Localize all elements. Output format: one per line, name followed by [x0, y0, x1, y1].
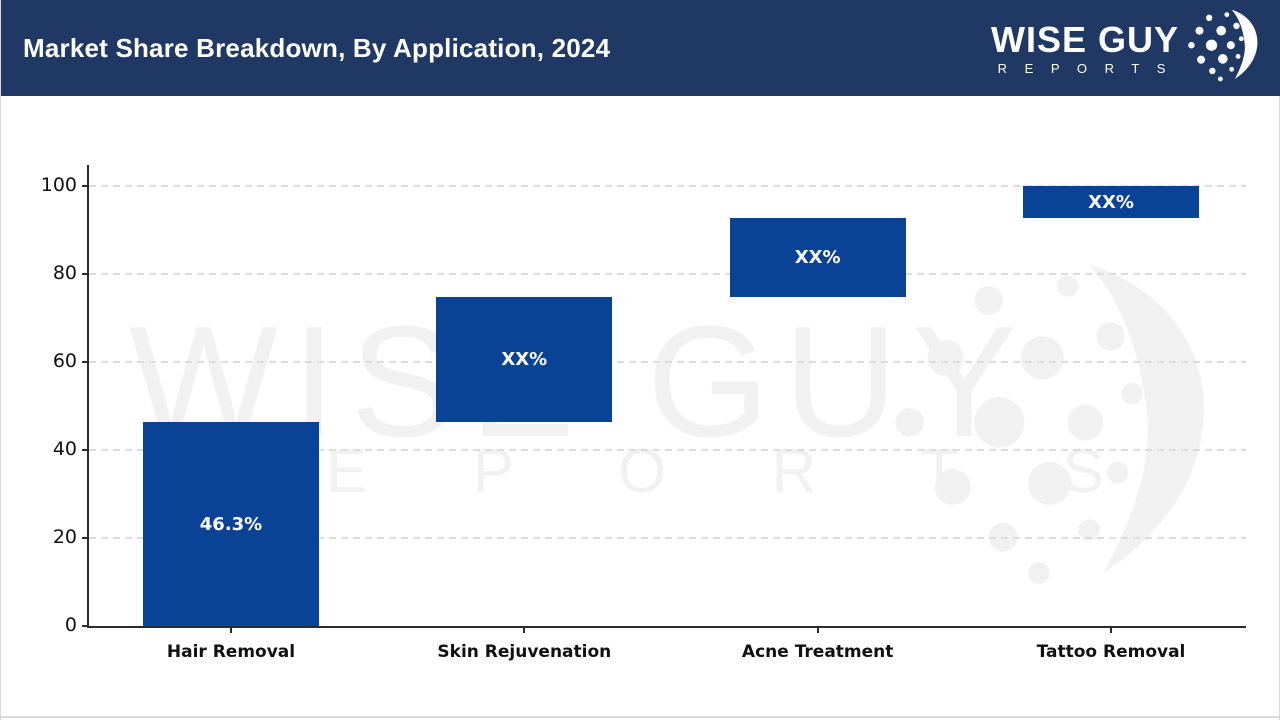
footer-divider — [1, 716, 1280, 718]
y-tick-label-60: 60 — [52, 350, 77, 372]
y-tick-label-20: 20 — [52, 526, 77, 548]
dotted-head-profile-icon — [1185, 8, 1259, 88]
bar-value-label: XX% — [501, 349, 548, 371]
y-tick-label-100: 100 — [40, 174, 77, 196]
x-axis-line — [89, 626, 1246, 628]
x-category-label-skin-rejuvenation: Skin Rejuvenation — [437, 642, 612, 662]
gridline-y-40 — [89, 449, 1246, 451]
bar-value-label: 46.3% — [199, 513, 263, 535]
y-tick-mark — [82, 449, 89, 451]
bar-hair-removal: 46.3% — [143, 422, 319, 626]
y-tick-label-80: 80 — [52, 262, 77, 284]
brand-name: WISE GUY — [990, 18, 1179, 60]
y-tick-mark — [82, 185, 89, 187]
y-tick-label-0: 0 — [64, 614, 77, 636]
x-tick-mark — [523, 626, 526, 633]
x-category-label-tattoo-removal: Tattoo Removal — [1036, 642, 1186, 662]
bar-value-label: XX% — [794, 246, 841, 268]
bar-skin-rejuvenation: XX% — [436, 296, 613, 423]
y-axis-line — [87, 165, 89, 628]
x-tick-mark — [1109, 626, 1112, 633]
gridline-y-60 — [89, 361, 1246, 363]
brand-logo-text: WISE GUY R E P O R T S — [990, 18, 1179, 76]
x-category-label-hair-removal: Hair Removal — [166, 642, 296, 662]
bar-value-label: XX% — [1088, 191, 1134, 213]
y-tick-mark — [82, 537, 89, 539]
y-tick-mark — [82, 273, 89, 275]
brand-logo: WISE GUY R E P O R T S — [991, 8, 1259, 88]
gridline-y-80 — [89, 273, 1246, 275]
bar-acne-treatment: XX% — [729, 218, 906, 297]
bar-tattoo-removal: XX% — [1022, 186, 1199, 219]
gridline-y-100 — [89, 185, 1246, 187]
y-tick-mark — [82, 625, 89, 627]
x-tick-mark — [230, 626, 232, 633]
page-title: Market Share Breakdown, By Application, … — [23, 32, 611, 63]
x-category-label-acne-treatment: Acne Treatment — [741, 642, 894, 662]
y-tick-label-40: 40 — [52, 438, 77, 460]
brand-subname: R E P O R T S — [997, 60, 1173, 76]
header-band: Market Share Breakdown, By Application, … — [1, 0, 1280, 96]
waterfall-chart: 0 20 40 60 80 100 46.3% Hair Removal XX% Skin Rej… — [1, 96, 1280, 716]
gridline-y-20 — [89, 537, 1246, 539]
y-tick-mark — [82, 361, 89, 363]
x-tick-mark — [816, 626, 819, 633]
